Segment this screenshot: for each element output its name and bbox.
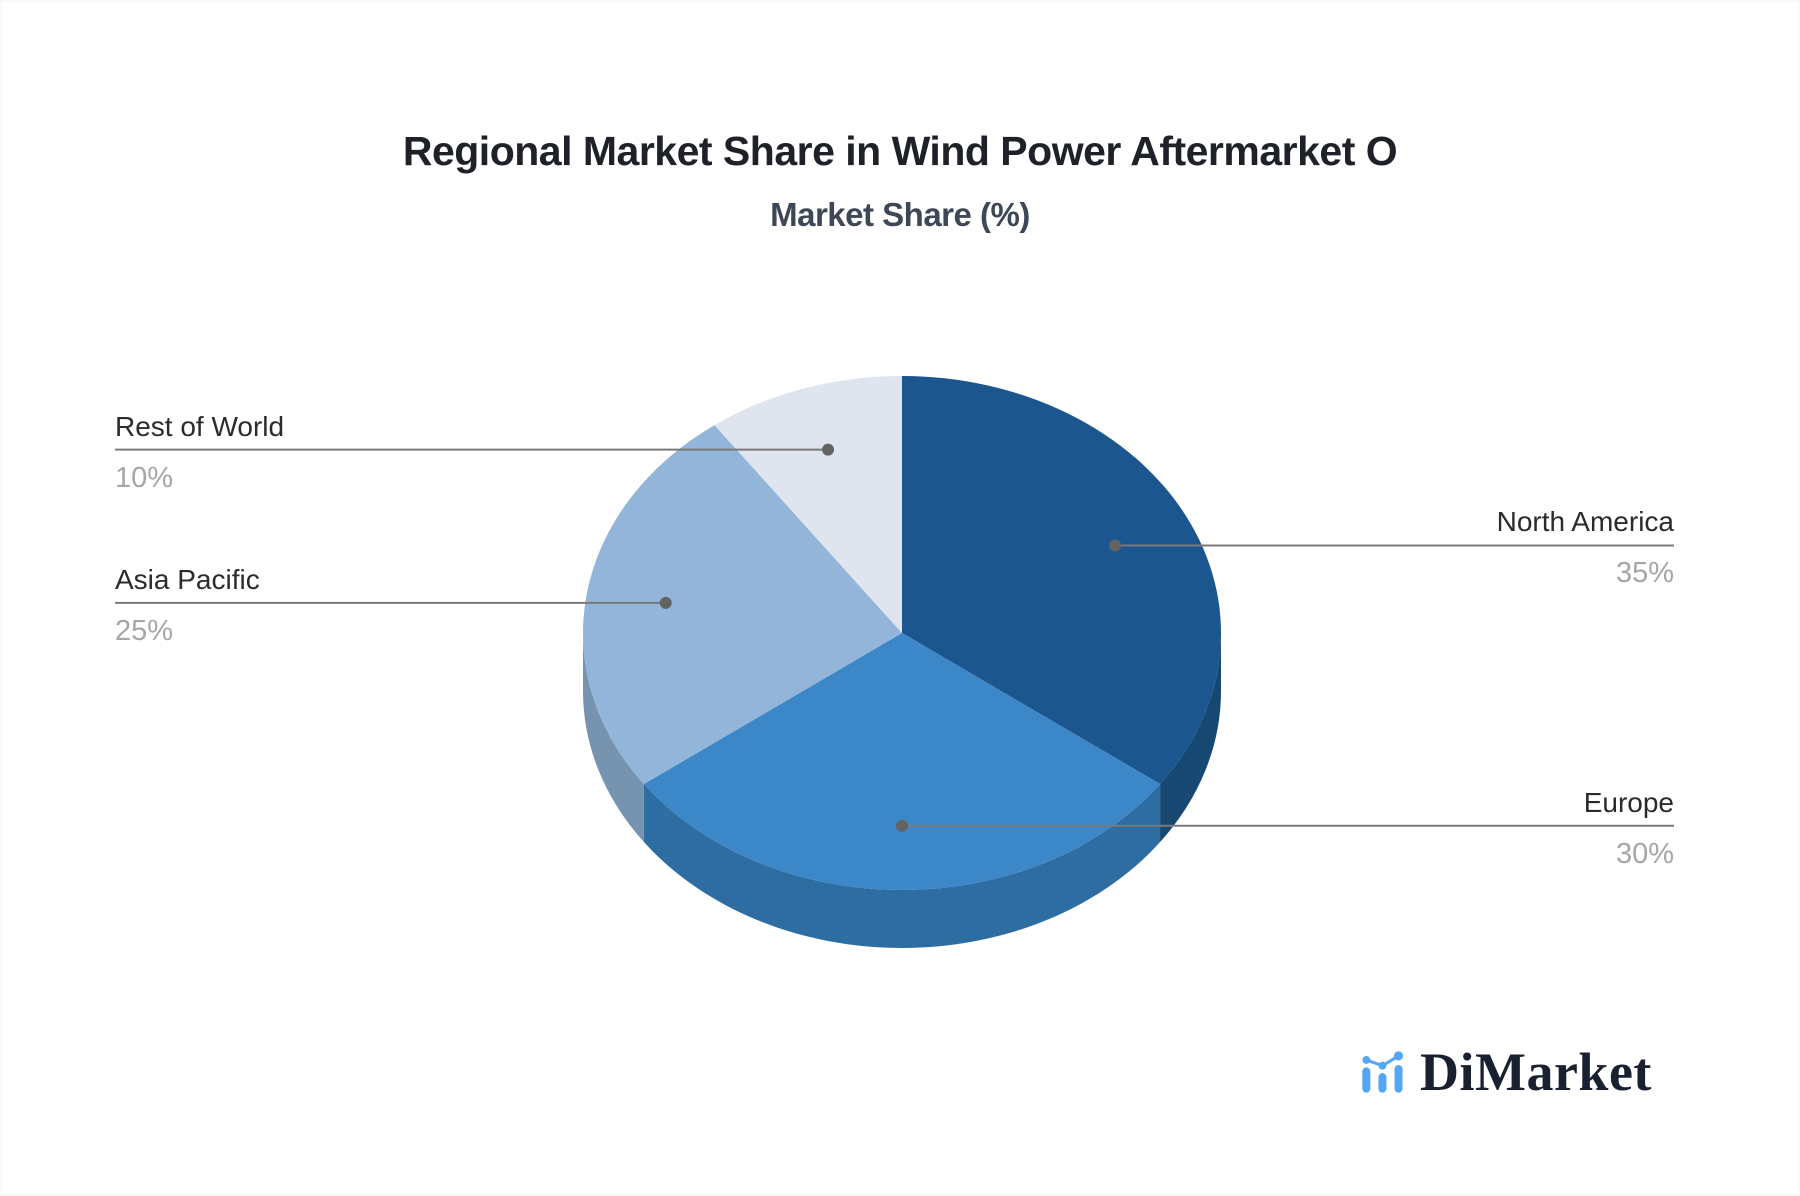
slice-value: 35% <box>1615 557 1674 589</box>
bar-line-chart-icon <box>1362 1051 1404 1093</box>
slice-label: Rest of World <box>115 411 285 442</box>
slice-value: 30% <box>1615 838 1674 870</box>
callout-rest-of-world: Rest of World 10% <box>115 413 284 493</box>
callout-europe: Europe 30% <box>1584 789 1674 869</box>
chart-title: Regional Market Share in Wind Power Afte… <box>402 128 1398 174</box>
chart-subtitle: Market Share (%) <box>770 196 1030 233</box>
callout-north-america: North America 35% <box>1497 508 1674 588</box>
dimarket-logo: DiMarket <box>1360 1040 1652 1104</box>
slice-label: Asia Pacific <box>115 564 260 595</box>
slice-label: North America <box>1496 506 1674 537</box>
slice-label: Europe <box>1583 787 1674 818</box>
slice-value: 10% <box>115 462 174 494</box>
logo-text: DiMarket <box>1420 1042 1652 1102</box>
slice-value: 25% <box>115 615 174 647</box>
callout-asia-pacific: Asia Pacific 25% <box>115 566 260 646</box>
